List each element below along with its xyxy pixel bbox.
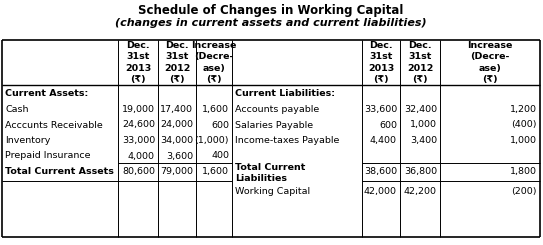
Text: Liabilities: Liabilities <box>235 174 287 183</box>
Text: Acccunts Receivable: Acccunts Receivable <box>5 121 103 130</box>
Text: (1,000): (1,000) <box>194 136 229 145</box>
Text: 1,800: 1,800 <box>510 167 537 176</box>
Text: Schedule of Changes in Working Capital: Schedule of Changes in Working Capital <box>138 4 403 17</box>
Text: 600: 600 <box>379 121 397 130</box>
Text: Total Current Assets: Total Current Assets <box>5 167 114 176</box>
Text: 42,200: 42,200 <box>404 187 437 196</box>
Text: 42,000: 42,000 <box>364 187 397 196</box>
Text: Total Current: Total Current <box>235 163 305 172</box>
Text: 80,600: 80,600 <box>122 167 155 176</box>
Text: 19,000: 19,000 <box>122 105 155 114</box>
Text: Cash: Cash <box>5 105 28 114</box>
Text: 1,000: 1,000 <box>410 121 437 130</box>
Text: Dec.
31st
2013
(₹): Dec. 31st 2013 (₹) <box>368 41 394 84</box>
Text: 4,400: 4,400 <box>370 136 397 145</box>
Text: Prepaid Insurance: Prepaid Insurance <box>5 151 91 160</box>
Text: Increase
(Decre-
ase)
(₹): Increase (Decre- ase) (₹) <box>468 41 513 84</box>
Text: Working Capital: Working Capital <box>235 187 310 196</box>
Text: Increase
(Decre-
ase)
(₹): Increase (Decre- ase) (₹) <box>191 41 237 84</box>
Text: 38,600: 38,600 <box>364 167 397 176</box>
Text: Salaries Payable: Salaries Payable <box>235 121 313 130</box>
Text: 1,600: 1,600 <box>202 167 229 176</box>
Text: Current Assets:: Current Assets: <box>5 89 89 98</box>
Text: Accounts payable: Accounts payable <box>235 105 319 114</box>
Text: 33,600: 33,600 <box>364 105 397 114</box>
Text: 4,000: 4,000 <box>128 151 155 160</box>
Text: Dec.
31st
2013
(₹): Dec. 31st 2013 (₹) <box>125 41 151 84</box>
Text: 17,400: 17,400 <box>160 105 193 114</box>
Text: Income-taxes Payable: Income-taxes Payable <box>235 136 339 145</box>
Text: 24,000: 24,000 <box>160 121 193 130</box>
Text: 400: 400 <box>211 151 229 160</box>
Text: 79,000: 79,000 <box>160 167 193 176</box>
Text: 32,400: 32,400 <box>404 105 437 114</box>
Text: 3,400: 3,400 <box>410 136 437 145</box>
Text: Dec.
31st
2012
(₹): Dec. 31st 2012 (₹) <box>407 41 433 84</box>
Text: 1,200: 1,200 <box>510 105 537 114</box>
Text: 24,600: 24,600 <box>122 121 155 130</box>
Text: Current Liabilities:: Current Liabilities: <box>235 89 335 98</box>
Text: Dec.
31st
2012
(₹): Dec. 31st 2012 (₹) <box>164 41 190 84</box>
Text: (changes in current assets and current liabilities): (changes in current assets and current l… <box>115 18 427 28</box>
Text: (400): (400) <box>512 121 537 130</box>
Text: 34,000: 34,000 <box>160 136 193 145</box>
Text: 3,600: 3,600 <box>166 151 193 160</box>
Text: 33,000: 33,000 <box>122 136 155 145</box>
Text: 1,000: 1,000 <box>510 136 537 145</box>
Text: Inventory: Inventory <box>5 136 50 145</box>
Text: 36,800: 36,800 <box>404 167 437 176</box>
Text: 1,600: 1,600 <box>202 105 229 114</box>
Text: (200): (200) <box>512 187 537 196</box>
Text: 600: 600 <box>211 121 229 130</box>
